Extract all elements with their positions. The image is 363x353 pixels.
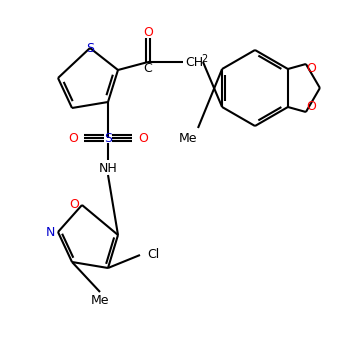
Text: O: O xyxy=(306,62,316,76)
Text: 2: 2 xyxy=(201,54,207,64)
Text: NH: NH xyxy=(99,162,117,174)
Text: S: S xyxy=(104,132,112,144)
Text: Cl: Cl xyxy=(147,249,159,262)
Text: O: O xyxy=(68,132,78,144)
Text: Me: Me xyxy=(91,293,109,306)
Text: CH: CH xyxy=(185,55,203,68)
Text: O: O xyxy=(143,25,153,38)
Text: N: N xyxy=(45,226,55,239)
Text: Me: Me xyxy=(179,132,197,144)
Text: O: O xyxy=(306,101,316,114)
Text: O: O xyxy=(138,132,148,144)
Text: C: C xyxy=(144,62,152,76)
Text: S: S xyxy=(86,42,94,54)
Text: O: O xyxy=(69,198,79,211)
